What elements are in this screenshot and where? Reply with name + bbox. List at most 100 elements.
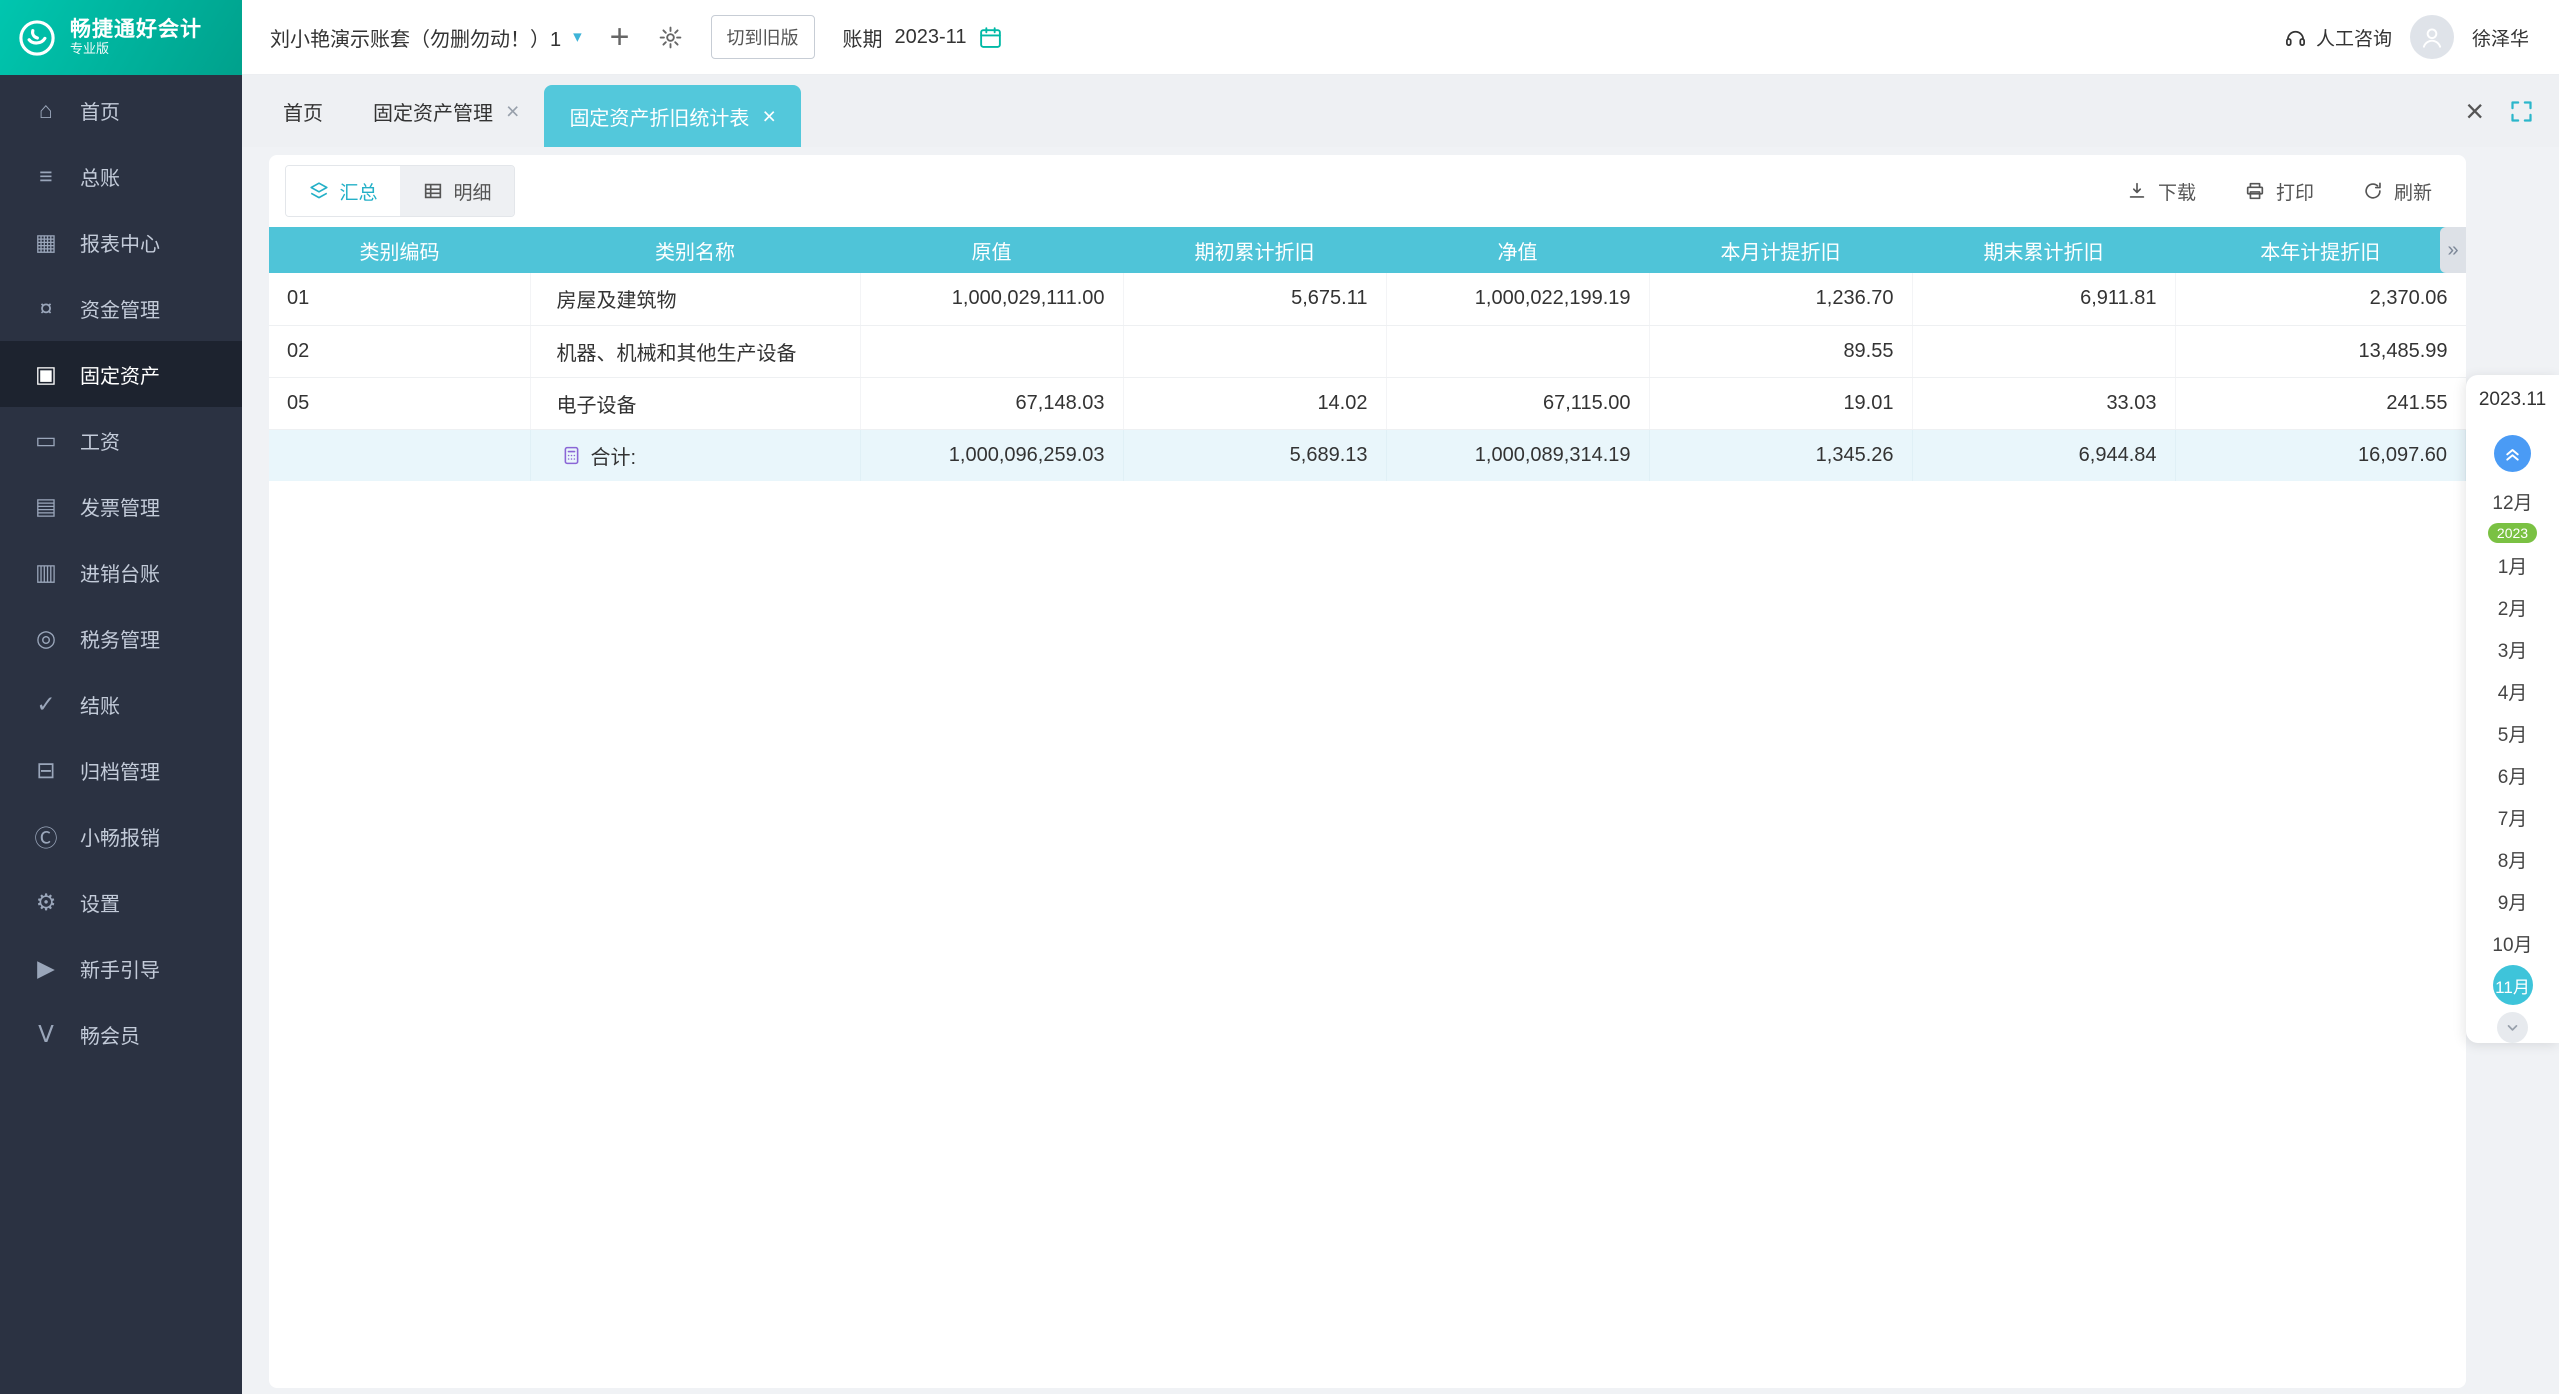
fullscreen-icon[interactable] bbox=[2508, 98, 2535, 125]
value-cell: 6,911.81 bbox=[1912, 273, 2176, 326]
brand-subtitle: 专业版 bbox=[70, 41, 110, 57]
topbar-right: 人工咨询 徐泽华 bbox=[2284, 15, 2529, 59]
funds-icon: ¤ bbox=[39, 294, 53, 321]
view-toggle-detail[interactable]: 明细 bbox=[400, 166, 514, 216]
scroll-down-button[interactable] bbox=[2497, 1012, 2528, 1043]
sidebar-item-salary[interactable]: ▭ 工资 bbox=[0, 407, 242, 473]
depreciation-table: 类别编码 类别名称 原值 期初累计折旧 净值 本月计提折旧 期末累计折旧 本年计提折旧 01 房… bbox=[269, 227, 2466, 481]
sidebar-item-archive[interactable]: ⊟ 归档管理 bbox=[0, 737, 242, 803]
month-item[interactable]: 9月 bbox=[2466, 880, 2559, 922]
sidebar-item-label: 新手引导 bbox=[80, 959, 160, 982]
detail-icon bbox=[422, 180, 444, 202]
sidebar-item-closing[interactable]: ✓ 结账 bbox=[0, 671, 242, 737]
month-item[interactable]: 10月 bbox=[2466, 922, 2559, 964]
download-button[interactable]: 下载 bbox=[2126, 178, 2196, 205]
account-name: 刘小艳演示账套（勿删勿动！）1 bbox=[270, 28, 562, 51]
sidebar-item-label: 税务管理 bbox=[80, 629, 160, 652]
table-row[interactable]: 05 电子设备 67,148.03 14.02 67,115.00 19.01 33.03 2… bbox=[269, 377, 2466, 430]
total-value-cell: 1,000,089,314.19 bbox=[1386, 429, 1650, 481]
reimburse-icon: Ⓒ bbox=[34, 825, 58, 851]
sidebar-item-invoice[interactable]: ▤ 发票管理 bbox=[0, 473, 242, 539]
settings-icon: ⚙ bbox=[35, 888, 57, 915]
add-account-button[interactable]: + bbox=[609, 18, 630, 56]
month-item[interactable]: 12月 bbox=[2466, 480, 2559, 522]
month-item[interactable]: 11月 bbox=[2466, 964, 2559, 1006]
headset-icon bbox=[2284, 26, 2307, 49]
sidebar-item-home[interactable]: ⌂ 首页 bbox=[0, 77, 242, 143]
refresh-button[interactable]: 刷新 bbox=[2362, 178, 2432, 205]
value-cell: 1,000,029,111.00 bbox=[860, 273, 1124, 326]
scroll-up-button[interactable] bbox=[2494, 435, 2531, 472]
month-item[interactable]: 2月 bbox=[2466, 586, 2559, 628]
tab-fixed-assets-mgmt[interactable]: 固定资产管理 × bbox=[348, 75, 544, 147]
gear-icon[interactable] bbox=[658, 25, 683, 50]
total-label: 合计: bbox=[557, 441, 860, 470]
table-row[interactable]: 01 房屋及建筑物 1,000,029,111.00 5,675.11 1,000,02… bbox=[269, 273, 2466, 326]
total-value-cell: 1,345.26 bbox=[1649, 429, 1913, 481]
member-icon: Ⅴ bbox=[38, 1020, 54, 1047]
tab-label: 固定资产管理 bbox=[373, 102, 493, 125]
tab-home[interactable]: 首页 bbox=[258, 75, 348, 147]
sidebar-item-label: 归档管理 bbox=[80, 761, 160, 784]
print-button[interactable]: 打印 bbox=[2244, 178, 2314, 205]
tab-depreciation-report[interactable]: 固定资产折旧统计表 × bbox=[544, 85, 801, 147]
period-value[interactable]: 2023-11 bbox=[894, 25, 967, 48]
sidebar-nav: ⌂ 首页 ≡ 总账 ▦ 报表中心 ¤ 资金管理 ▣ 固定资产 ▭ 工资 ▤ 发票管理 ▥ 进销台账 ◎ 税务管理 ✓… bbox=[0, 75, 242, 1067]
value-cell: 2,370.06 bbox=[2175, 273, 2466, 326]
account-selector[interactable]: 刘小艳演示账套（勿删勿动！）1 ▾ bbox=[270, 23, 582, 52]
calendar-icon[interactable] bbox=[978, 25, 1003, 50]
month-item[interactable]: 6月 bbox=[2466, 754, 2559, 796]
sidebar-item-fixed-assets[interactable]: ▣ 固定资产 bbox=[0, 341, 242, 407]
sidebar-item-reimburse[interactable]: Ⓒ 小畅报销 bbox=[0, 803, 242, 869]
table-row[interactable]: 02 机器、机械和其他生产设备 89.55 13,485.99 bbox=[269, 325, 2466, 378]
sidebar-item-label: 设置 bbox=[80, 893, 120, 916]
current-period-label: 2023.11 bbox=[2478, 389, 2547, 410]
month-item[interactable]: 3月 bbox=[2466, 628, 2559, 670]
app-logo[interactable]: 畅捷通好会计 专业版 bbox=[0, 0, 242, 75]
sidebar-item-funds[interactable]: ¤ 资金管理 bbox=[0, 275, 242, 341]
value-cell bbox=[1123, 325, 1387, 378]
value-cell: 19.01 bbox=[1649, 377, 1913, 430]
month-label: 10月 bbox=[2492, 934, 2533, 956]
value-cell: 67,148.03 bbox=[860, 377, 1124, 430]
view-toggle-label: 明细 bbox=[453, 182, 492, 204]
username[interactable]: 徐泽华 bbox=[2471, 28, 2529, 50]
sidebar-item-label: 结账 bbox=[80, 695, 120, 718]
month-item[interactable]: 1月 bbox=[2466, 544, 2559, 586]
person-icon bbox=[2419, 24, 2445, 50]
column-header: 类别名称 bbox=[530, 227, 860, 273]
column-header: 期初累计折旧 bbox=[1123, 227, 1386, 273]
report-toolbar: 汇总 明细 下载 打印 刷新 bbox=[269, 155, 2466, 227]
month-item[interactable]: 8月 bbox=[2466, 838, 2559, 880]
value-cell: 13,485.99 bbox=[2175, 325, 2466, 378]
column-header: 本年计提折旧 bbox=[2175, 227, 2466, 273]
sidebar-item-settings[interactable]: ⚙ 设置 bbox=[0, 869, 242, 935]
chevron-down-icon bbox=[2503, 1018, 2522, 1037]
close-icon[interactable]: × bbox=[2465, 93, 2484, 129]
collapse-panel-handle[interactable]: » bbox=[2440, 227, 2466, 273]
year-badge: 2023 bbox=[2487, 523, 2538, 543]
switch-old-version-button[interactable]: 切到旧版 bbox=[710, 15, 815, 59]
action-label: 打印 bbox=[2275, 182, 2314, 204]
sidebar: 畅捷通好会计 专业版 ⌂ 首页 ≡ 总账 ▦ 报表中心 ¤ 资金管理 ▣ 固定资产 ▭ 工资 ▤ 发票管理… bbox=[0, 0, 242, 1394]
chevron-down-icon: ▾ bbox=[573, 27, 582, 46]
month-item[interactable]: 7月 bbox=[2466, 796, 2559, 838]
close-tab-icon[interactable]: × bbox=[762, 102, 776, 129]
close-tab-icon[interactable]: × bbox=[506, 97, 520, 124]
support-button[interactable]: 人工咨询 bbox=[2284, 24, 2392, 51]
sidebar-item-tax[interactable]: ◎ 税务管理 bbox=[0, 605, 242, 671]
sidebar-item-general-ledger[interactable]: ≡ 总账 bbox=[0, 143, 242, 209]
sidebar-item-report-center[interactable]: ▦ 报表中心 bbox=[0, 209, 242, 275]
code-cell: 01 bbox=[269, 273, 531, 326]
sidebar-item-guide[interactable]: ▶ 新手引导 bbox=[0, 935, 242, 1001]
value-cell bbox=[860, 325, 1124, 378]
month-item[interactable]: 4月 bbox=[2466, 670, 2559, 712]
sidebar-item-purchase-ledger[interactable]: ▥ 进销台账 bbox=[0, 539, 242, 605]
code-cell: 02 bbox=[269, 325, 531, 378]
value-cell: 1,000,022,199.19 bbox=[1386, 273, 1650, 326]
avatar[interactable] bbox=[2409, 15, 2454, 59]
total-value-cell: 16,097.60 bbox=[2175, 429, 2466, 481]
month-item[interactable]: 5月 bbox=[2466, 712, 2559, 754]
sidebar-item-member[interactable]: Ⅴ 畅会员 bbox=[0, 1001, 242, 1067]
view-toggle-summary[interactable]: 汇总 bbox=[286, 166, 400, 216]
